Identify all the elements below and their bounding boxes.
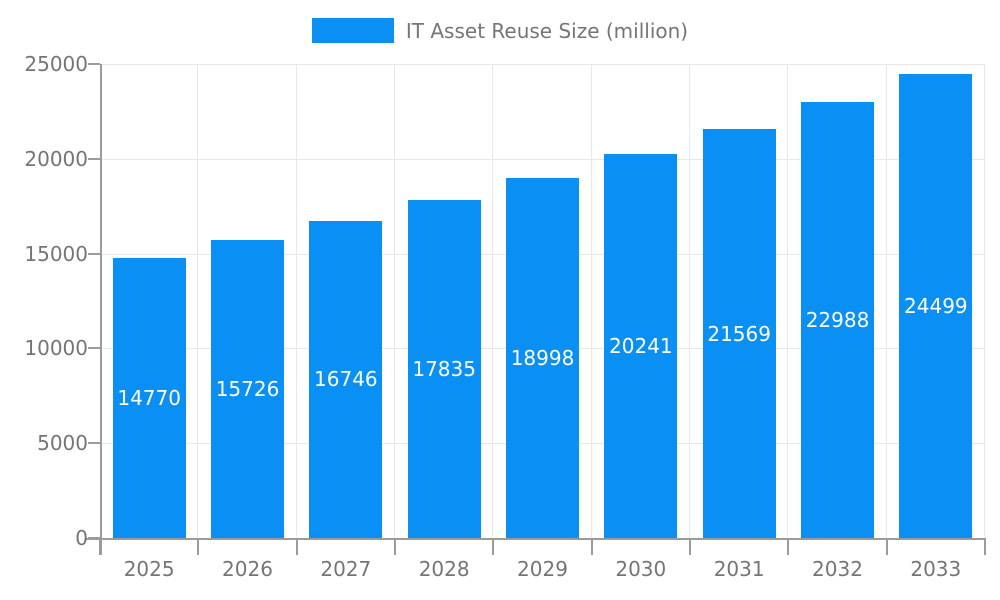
- bar-value-label: 20241: [609, 334, 673, 359]
- bar-value-label: 21569: [707, 321, 771, 346]
- x-axis-tick: [885, 538, 888, 555]
- y-tick-label: 25000: [24, 52, 88, 76]
- bar: 18998: [506, 177, 579, 538]
- y-tick-label: 15000: [24, 241, 88, 266]
- x-tick-label: 2030: [615, 557, 667, 581]
- x-tick-label: 2033: [910, 557, 962, 581]
- x-axis-tick: [295, 538, 298, 555]
- y-axis-tick: [88, 347, 100, 350]
- legend-swatch: [311, 18, 394, 43]
- x-tick-label: 2025: [123, 557, 175, 581]
- x-tick-label: 2026: [222, 557, 273, 581]
- y-tick-label: 0: [75, 526, 88, 550]
- bar-value-label: 24499: [904, 293, 968, 318]
- bar: 17835: [407, 199, 481, 538]
- bar: 16746: [309, 220, 383, 538]
- bar-value-label: 18998: [510, 345, 575, 370]
- bar: 14770: [112, 257, 186, 538]
- x-tick-label: 2031: [713, 557, 765, 581]
- y-axis-tick: [88, 63, 100, 65]
- y-tick-label: 10000: [24, 336, 88, 361]
- v-gridline: [394, 64, 395, 538]
- bar: 21569: [702, 129, 776, 538]
- bar: 15726: [211, 239, 284, 538]
- v-gridline: [590, 64, 592, 538]
- bar-value-label: 22988: [805, 308, 870, 333]
- x-tick-label: 2028: [418, 557, 470, 581]
- h-gridline: [100, 158, 985, 160]
- x-tick-label: 2027: [320, 557, 372, 581]
- y-tick-label: 5000: [37, 431, 88, 456]
- v-gridline: [492, 64, 494, 538]
- bar: 20241: [604, 154, 678, 538]
- bar-value-label: 14770: [117, 385, 181, 410]
- h-gridline: [100, 64, 985, 65]
- x-tick-label: 2032: [812, 557, 863, 581]
- x-axis-tick: [787, 538, 790, 555]
- bar-value-label: 15726: [215, 376, 280, 401]
- x-tick-label: 2029: [517, 557, 568, 581]
- x-axis-tick: [984, 538, 986, 555]
- bar-value-label: 17835: [412, 356, 476, 381]
- plot-area: 14770 15726 16746 17835 18998 20241 21569 22988…: [100, 64, 985, 538]
- bar-value-label: 16746: [314, 367, 378, 392]
- chart-legend: IT Asset Reuse Size (million): [0, 18, 1000, 43]
- x-axis-tick: [197, 538, 200, 555]
- x-axis-tick: [99, 538, 101, 555]
- y-tick-label: 20000: [24, 146, 88, 171]
- x-axis-tick: [394, 538, 396, 555]
- v-gridline: [689, 64, 690, 538]
- y-axis-tick: [88, 252, 100, 255]
- v-gridline: [885, 64, 887, 538]
- y-axis-tick: [88, 537, 100, 539]
- x-axis-line: [86, 538, 985, 540]
- x-axis-tick: [689, 538, 691, 555]
- v-gridline: [984, 64, 985, 538]
- x-axis-tick: [590, 538, 593, 555]
- y-axis-tick: [88, 442, 100, 445]
- v-gridline: [295, 64, 297, 538]
- legend-label: IT Asset Reuse Size (million): [405, 18, 689, 43]
- y-axis-tick: [88, 157, 100, 160]
- v-gridline: [197, 64, 199, 538]
- bar: 24499: [899, 73, 973, 538]
- bar: 22988: [801, 102, 874, 538]
- x-axis-tick: [492, 538, 495, 555]
- y-axis-line: [100, 64, 102, 555]
- v-gridline: [787, 64, 789, 538]
